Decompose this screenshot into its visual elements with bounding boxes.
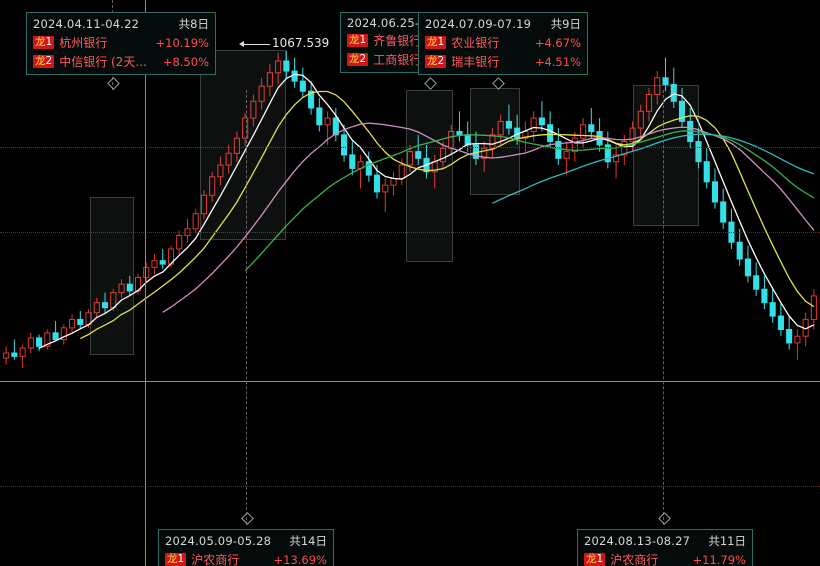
callout-stock-row[interactable]: 龙2 瑞丰银行 +4.51% (425, 53, 581, 70)
callout-duration: 共11日 (708, 534, 746, 548)
highlight-box[interactable] (633, 85, 699, 226)
gridline-horizontal (0, 232, 820, 233)
stock-name: 瑞丰银行 (451, 55, 500, 69)
price-label-leader (244, 44, 270, 45)
stock-name: 沪农商行 (191, 553, 240, 566)
callout-stock-row[interactable]: 龙2 中信银行 (2天... +8.50% (33, 53, 209, 70)
callout-stock-row[interactable]: 龙2 工商银行 (347, 51, 453, 68)
stock-name: 工商银行 (373, 53, 422, 67)
highlight-box[interactable] (470, 88, 520, 195)
gridline-horizontal (0, 486, 820, 487)
stock-name: 杭州银行 (59, 36, 108, 50)
stock-name: 沪农商行 (610, 553, 659, 566)
stock-change-percent: +13.69% (273, 552, 328, 566)
callout-header: 2024.05.09-05.28 共14日 (165, 533, 327, 549)
price-label: 1067.539 (272, 36, 330, 50)
callout-date-range: 2024.08.13-08.27 (584, 534, 691, 548)
annotation-leader-line (246, 90, 247, 525)
callout-duration: 共14日 (289, 534, 327, 548)
rank-badge: 龙2 (347, 53, 369, 66)
annotation-callout[interactable]: 2024.07.09-07.19 共9日龙1 农业银行 +4.67% 龙2 瑞丰银行 +4.… (418, 12, 588, 75)
gridline-horizontal (0, 381, 820, 382)
callout-header: 2024.06.25-0 (347, 16, 453, 30)
highlight-box[interactable] (90, 197, 134, 355)
rank-badge: 龙1 (425, 36, 447, 49)
callout-stock-row[interactable]: 龙1 沪农商行 +11.79% (584, 551, 746, 566)
annotation-callout[interactable]: 2024.04.11-04.22 共8日龙1 杭州银行 +10.19% 龙2 中信银行 (… (26, 12, 216, 75)
callout-stock-row[interactable]: 龙1 杭州银行 +10.19% (33, 34, 209, 51)
annotation-callout[interactable]: 2024.05.09-05.28 共14日龙1 沪农商行 +13.69% (158, 529, 334, 566)
callout-header: 2024.04.11-04.22 共8日 (33, 16, 209, 32)
callout-date-range: 2024.07.09-07.19 (425, 17, 532, 31)
highlight-box[interactable] (200, 50, 286, 240)
callout-header: 2024.07.09-07.19 共9日 (425, 16, 581, 32)
stock-name: 农业银行 (451, 36, 500, 50)
callout-date-range: 2024.05.09-05.28 (165, 534, 272, 548)
rank-badge: 龙1 (347, 34, 369, 47)
callout-stock-row[interactable]: 龙1 农业银行 +4.67% (425, 34, 581, 51)
stock-change-percent: +4.67% (534, 35, 581, 50)
callout-stock-row[interactable]: 龙1 齐鲁银行 (347, 32, 453, 49)
callout-date-range: 2024.06.25-0 (347, 16, 427, 30)
stock-change-percent: +8.50% (162, 54, 209, 69)
callout-header: 2024.08.13-08.27 共11日 (584, 533, 746, 549)
stock-change-percent: +11.79% (692, 552, 747, 566)
stock-name: 齐鲁银行 (373, 34, 422, 48)
annotation-leader-line (663, 90, 664, 525)
rank-badge: 龙1 (33, 36, 55, 49)
stock-change-percent: +4.51% (534, 54, 581, 69)
rank-badge: 龙1 (165, 553, 187, 566)
callout-stock-row[interactable]: 龙1 沪农商行 +13.69% (165, 551, 327, 566)
callout-date-range: 2024.04.11-04.22 (33, 17, 140, 31)
left-arrow-icon (239, 41, 244, 47)
rank-badge: 龙2 (33, 55, 55, 68)
rank-badge: 龙1 (584, 553, 606, 566)
annotation-callout[interactable]: 2024.08.13-08.27 共11日龙1 沪农商行 +11.79% (577, 529, 753, 566)
stock-change-percent: +10.19% (155, 35, 210, 50)
callout-duration: 共8日 (178, 17, 209, 31)
crosshair-vertical[interactable] (145, 0, 146, 566)
stock-name: 中信银行 (2天... (59, 55, 147, 69)
gridline-horizontal (0, 147, 820, 148)
highlight-box[interactable] (406, 90, 453, 262)
rank-badge: 龙2 (425, 55, 447, 68)
callout-duration: 共9日 (550, 17, 581, 31)
